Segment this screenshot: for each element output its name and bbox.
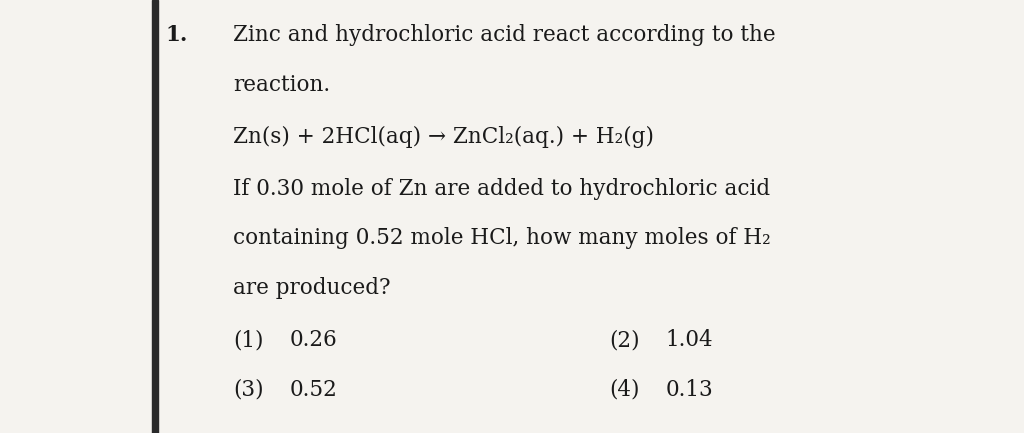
Text: 1.: 1.	[166, 24, 188, 46]
Text: (2): (2)	[609, 329, 640, 351]
Text: 0.26: 0.26	[290, 329, 338, 351]
Text: (3): (3)	[233, 379, 264, 401]
Text: Zinc and hydrochloric acid react according to the: Zinc and hydrochloric acid react accordi…	[233, 24, 776, 46]
Text: are produced?: are produced?	[233, 277, 391, 299]
Text: reaction.: reaction.	[233, 74, 331, 96]
Text: 1.04: 1.04	[666, 329, 714, 351]
Text: (1): (1)	[233, 329, 264, 351]
Text: containing 0.52 mole HCl, how many moles of H₂: containing 0.52 mole HCl, how many moles…	[233, 227, 771, 249]
Bar	[152, 0, 158, 433]
Text: Zn(s) + 2HCl(aq) → ZnCl₂(aq.) + H₂(g): Zn(s) + 2HCl(aq) → ZnCl₂(aq.) + H₂(g)	[233, 126, 654, 148]
Text: 0.52: 0.52	[290, 379, 338, 401]
Text: (4): (4)	[609, 379, 640, 401]
Text: If 0.30 mole of Zn are added to hydrochloric acid: If 0.30 mole of Zn are added to hydrochl…	[233, 178, 771, 200]
Text: 0.13: 0.13	[666, 379, 714, 401]
